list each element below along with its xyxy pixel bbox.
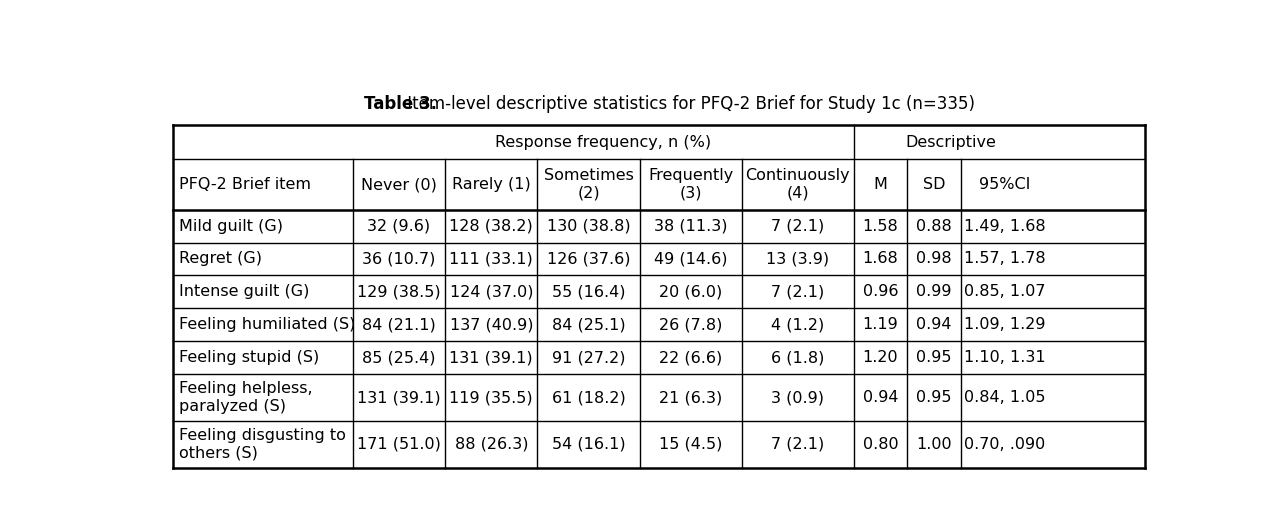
Text: PFQ-2 Brief item: PFQ-2 Brief item (179, 177, 311, 192)
Text: 128 (38.2): 128 (38.2) (449, 218, 534, 234)
Text: 91 (27.2): 91 (27.2) (552, 350, 625, 365)
Text: 0.99: 0.99 (916, 285, 952, 299)
Text: Intense guilt (G): Intense guilt (G) (179, 285, 309, 299)
Text: 15 (4.5): 15 (4.5) (658, 437, 723, 452)
Text: 1.57, 1.78: 1.57, 1.78 (963, 252, 1046, 267)
Text: 0.88: 0.88 (916, 218, 952, 234)
Text: 1.49, 1.68: 1.49, 1.68 (963, 218, 1046, 234)
Text: 0.94: 0.94 (863, 390, 898, 405)
Text: 88 (26.3): 88 (26.3) (454, 437, 529, 452)
Text: 84 (25.1): 84 (25.1) (552, 317, 625, 332)
Text: 7 (2.1): 7 (2.1) (772, 285, 824, 299)
Text: Feeling stupid (S): Feeling stupid (S) (179, 350, 319, 365)
Text: 126 (37.6): 126 (37.6) (547, 252, 630, 267)
Text: 0.95: 0.95 (916, 390, 952, 405)
Text: 171 (51.0): 171 (51.0) (358, 437, 441, 452)
Text: SD: SD (922, 177, 945, 192)
Text: Mild guilt (G): Mild guilt (G) (179, 218, 283, 234)
Text: 0.95: 0.95 (916, 350, 952, 365)
Text: 0.84, 1.05: 0.84, 1.05 (963, 390, 1046, 405)
Text: Regret (G): Regret (G) (179, 252, 261, 267)
Text: 137 (40.9): 137 (40.9) (450, 317, 532, 332)
Text: M: M (873, 177, 887, 192)
Text: 3 (0.9): 3 (0.9) (772, 390, 824, 405)
Text: Feeling disgusting to
others (S): Feeling disgusting to others (S) (179, 428, 346, 461)
Text: 1.09, 1.29: 1.09, 1.29 (963, 317, 1046, 332)
Text: Descriptive: Descriptive (905, 135, 997, 149)
Text: Frequently
(3): Frequently (3) (648, 169, 733, 201)
Text: Feeling helpless,
paralyzed (S): Feeling helpless, paralyzed (S) (179, 381, 312, 414)
Text: 130 (38.8): 130 (38.8) (547, 218, 630, 234)
Text: 38 (11.3): 38 (11.3) (655, 218, 728, 234)
Text: 84 (21.1): 84 (21.1) (361, 317, 436, 332)
Text: 61 (18.2): 61 (18.2) (552, 390, 625, 405)
Text: 21 (6.3): 21 (6.3) (658, 390, 723, 405)
Text: 32 (9.6): 32 (9.6) (368, 218, 431, 234)
Text: 95%CI: 95%CI (979, 177, 1030, 192)
Text: Continuously
(4): Continuously (4) (746, 169, 850, 201)
Text: 111 (33.1): 111 (33.1) (449, 252, 534, 267)
Text: 0.70, .090: 0.70, .090 (963, 437, 1046, 452)
Text: Table 3.: Table 3. (364, 95, 437, 113)
Text: Sometimes
(2): Sometimes (2) (544, 169, 634, 201)
Text: 54 (16.1): 54 (16.1) (552, 437, 625, 452)
Text: 55 (16.4): 55 (16.4) (552, 285, 625, 299)
Text: Never (0): Never (0) (361, 177, 437, 192)
Text: 0.96: 0.96 (863, 285, 898, 299)
Text: 49 (14.6): 49 (14.6) (655, 252, 728, 267)
Text: Response frequency, n (%): Response frequency, n (%) (495, 135, 711, 149)
Text: 36 (10.7): 36 (10.7) (363, 252, 436, 267)
Text: 7 (2.1): 7 (2.1) (772, 437, 824, 452)
Text: 131 (39.1): 131 (39.1) (358, 390, 441, 405)
Text: 1.10, 1.31: 1.10, 1.31 (963, 350, 1046, 365)
Text: 26 (7.8): 26 (7.8) (658, 317, 723, 332)
Text: 13 (3.9): 13 (3.9) (766, 252, 829, 267)
Text: 1.68: 1.68 (863, 252, 898, 267)
Text: 1.20: 1.20 (863, 350, 898, 365)
Text: 124 (37.0): 124 (37.0) (450, 285, 532, 299)
Text: 129 (38.5): 129 (38.5) (358, 285, 441, 299)
Text: Item-level descriptive statistics for PFQ-2 Brief for Study 1c (n=335): Item-level descriptive statistics for PF… (401, 95, 975, 113)
Text: 85 (25.4): 85 (25.4) (363, 350, 436, 365)
Text: 7 (2.1): 7 (2.1) (772, 218, 824, 234)
Text: 0.94: 0.94 (916, 317, 952, 332)
Text: 0.80: 0.80 (863, 437, 898, 452)
Text: 131 (39.1): 131 (39.1) (450, 350, 534, 365)
Text: 0.98: 0.98 (916, 252, 952, 267)
Text: 4 (1.2): 4 (1.2) (772, 317, 824, 332)
Text: Feeling humiliated (S): Feeling humiliated (S) (179, 317, 355, 332)
Text: 6 (1.8): 6 (1.8) (772, 350, 824, 365)
Text: 0.85, 1.07: 0.85, 1.07 (963, 285, 1046, 299)
Text: Rarely (1): Rarely (1) (451, 177, 531, 192)
Text: 22 (6.6): 22 (6.6) (658, 350, 723, 365)
Text: 1.00: 1.00 (916, 437, 952, 452)
Text: 1.58: 1.58 (863, 218, 898, 234)
Text: 20 (6.0): 20 (6.0) (658, 285, 723, 299)
Text: 119 (35.5): 119 (35.5) (450, 390, 534, 405)
Text: 1.19: 1.19 (863, 317, 898, 332)
